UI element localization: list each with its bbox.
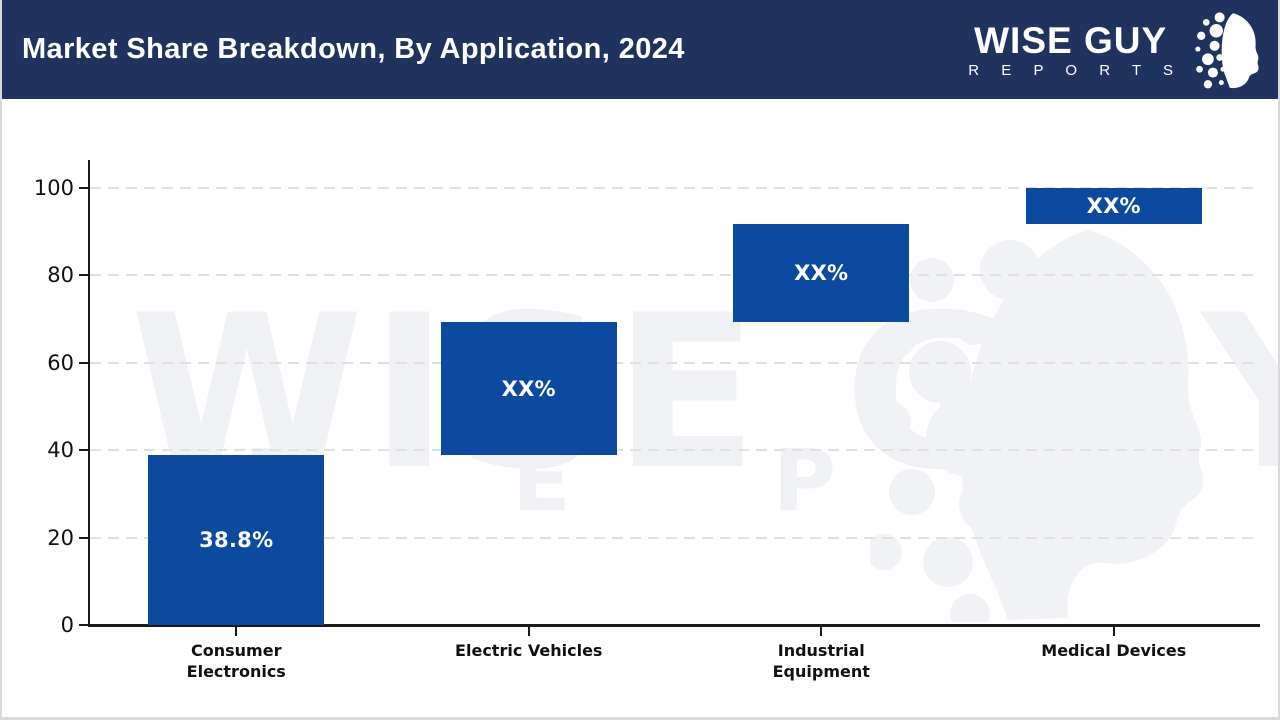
x-tick-mark (527, 627, 530, 636)
bar-medical-devices: XX% (1025, 187, 1202, 224)
logo-line1: WISE GUY (974, 19, 1168, 61)
y-tick-mark (79, 361, 88, 364)
brand-logo-head-icon (1195, 11, 1259, 88)
brand-logo-wordmark: WISE GUY R E P O R T S (959, 22, 1182, 78)
gridline (90, 186, 1260, 189)
gridline (90, 361, 1260, 364)
y-tick-mark (79, 536, 88, 539)
bar-consumer-electronics: 38.8% (148, 455, 325, 625)
category-label: Electric Vehicles (455, 641, 603, 660)
category-label: Medical Devices (1041, 641, 1187, 660)
bar-value-label: 38.8% (199, 528, 274, 553)
y-tick-mark (79, 449, 88, 451)
x-axis-line (88, 624, 1260, 627)
y-tick-label: 80 (47, 263, 74, 287)
category-label: Consumer Electronics (186, 641, 286, 681)
page-title: Market Share Breakdown, By Application, … (22, 33, 685, 65)
y-tick-label: 0 (60, 613, 74, 637)
x-tick-mark (820, 627, 823, 636)
y-tick-mark (79, 624, 88, 626)
y-tick-label: 60 (47, 350, 74, 375)
y-tick-label: 20 (47, 525, 74, 550)
header-bar: Market Share Breakdown, By Application, … (2, 0, 1278, 99)
category-label: Industrial Equipment (772, 641, 870, 681)
y-tick-mark (79, 186, 88, 189)
y-tick-label: 100 (33, 175, 74, 200)
bar-electric-vehicles: XX% (440, 321, 617, 456)
bar-value-label: XX% (501, 376, 556, 401)
y-axis-line (88, 160, 90, 627)
brand-logo: WISE GUY R E P O R T S (959, 9, 1278, 91)
x-tick-mark (1112, 627, 1115, 636)
gridline (90, 274, 1260, 276)
bar-value-label: XX% (1086, 193, 1141, 218)
gridline (90, 536, 1260, 539)
y-tick-label: 40 (47, 438, 74, 462)
bar-value-label: XX% (794, 260, 849, 285)
gridline (90, 449, 1260, 451)
x-tick-mark (235, 627, 238, 636)
logo-line2: R E P O R T S (968, 61, 1182, 79)
bar-industrial-equipment: XX% (733, 223, 910, 322)
watermark-head-graphic (870, 230, 1204, 622)
y-tick-mark (79, 274, 88, 276)
